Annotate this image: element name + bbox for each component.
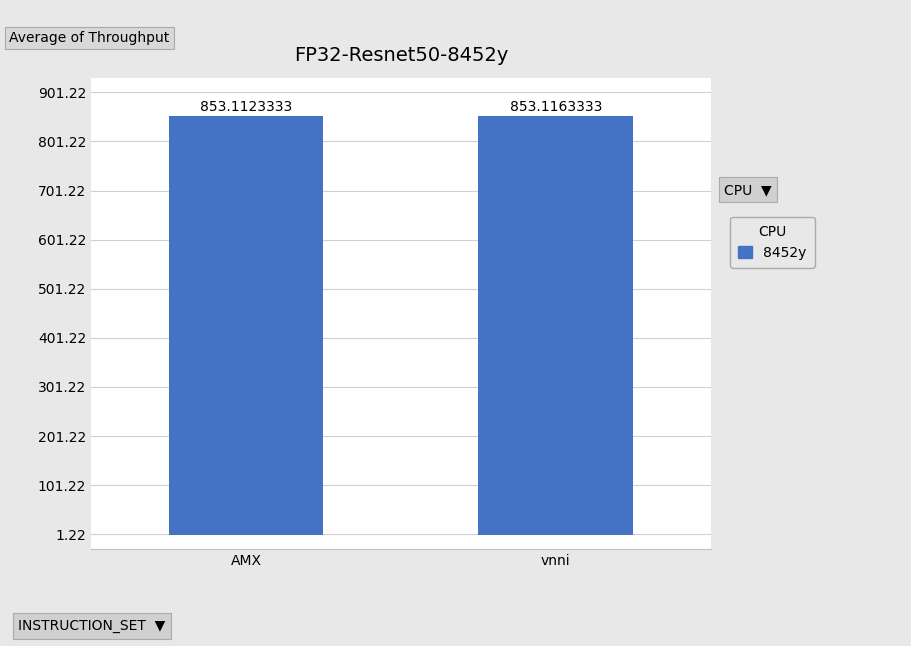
Text: 853.1123333: 853.1123333 xyxy=(200,100,292,114)
Text: Average of Throughput: Average of Throughput xyxy=(9,31,169,45)
Bar xyxy=(478,116,633,535)
Bar xyxy=(169,116,323,535)
Text: 853.1163333: 853.1163333 xyxy=(509,100,602,114)
Text: INSTRUCTION_SET  ▼: INSTRUCTION_SET ▼ xyxy=(18,619,166,633)
Text: CPU  ▼: CPU ▼ xyxy=(724,183,772,197)
Title: FP32-Resnet50-8452y: FP32-Resnet50-8452y xyxy=(293,46,508,65)
Legend: 8452y: 8452y xyxy=(730,216,815,268)
